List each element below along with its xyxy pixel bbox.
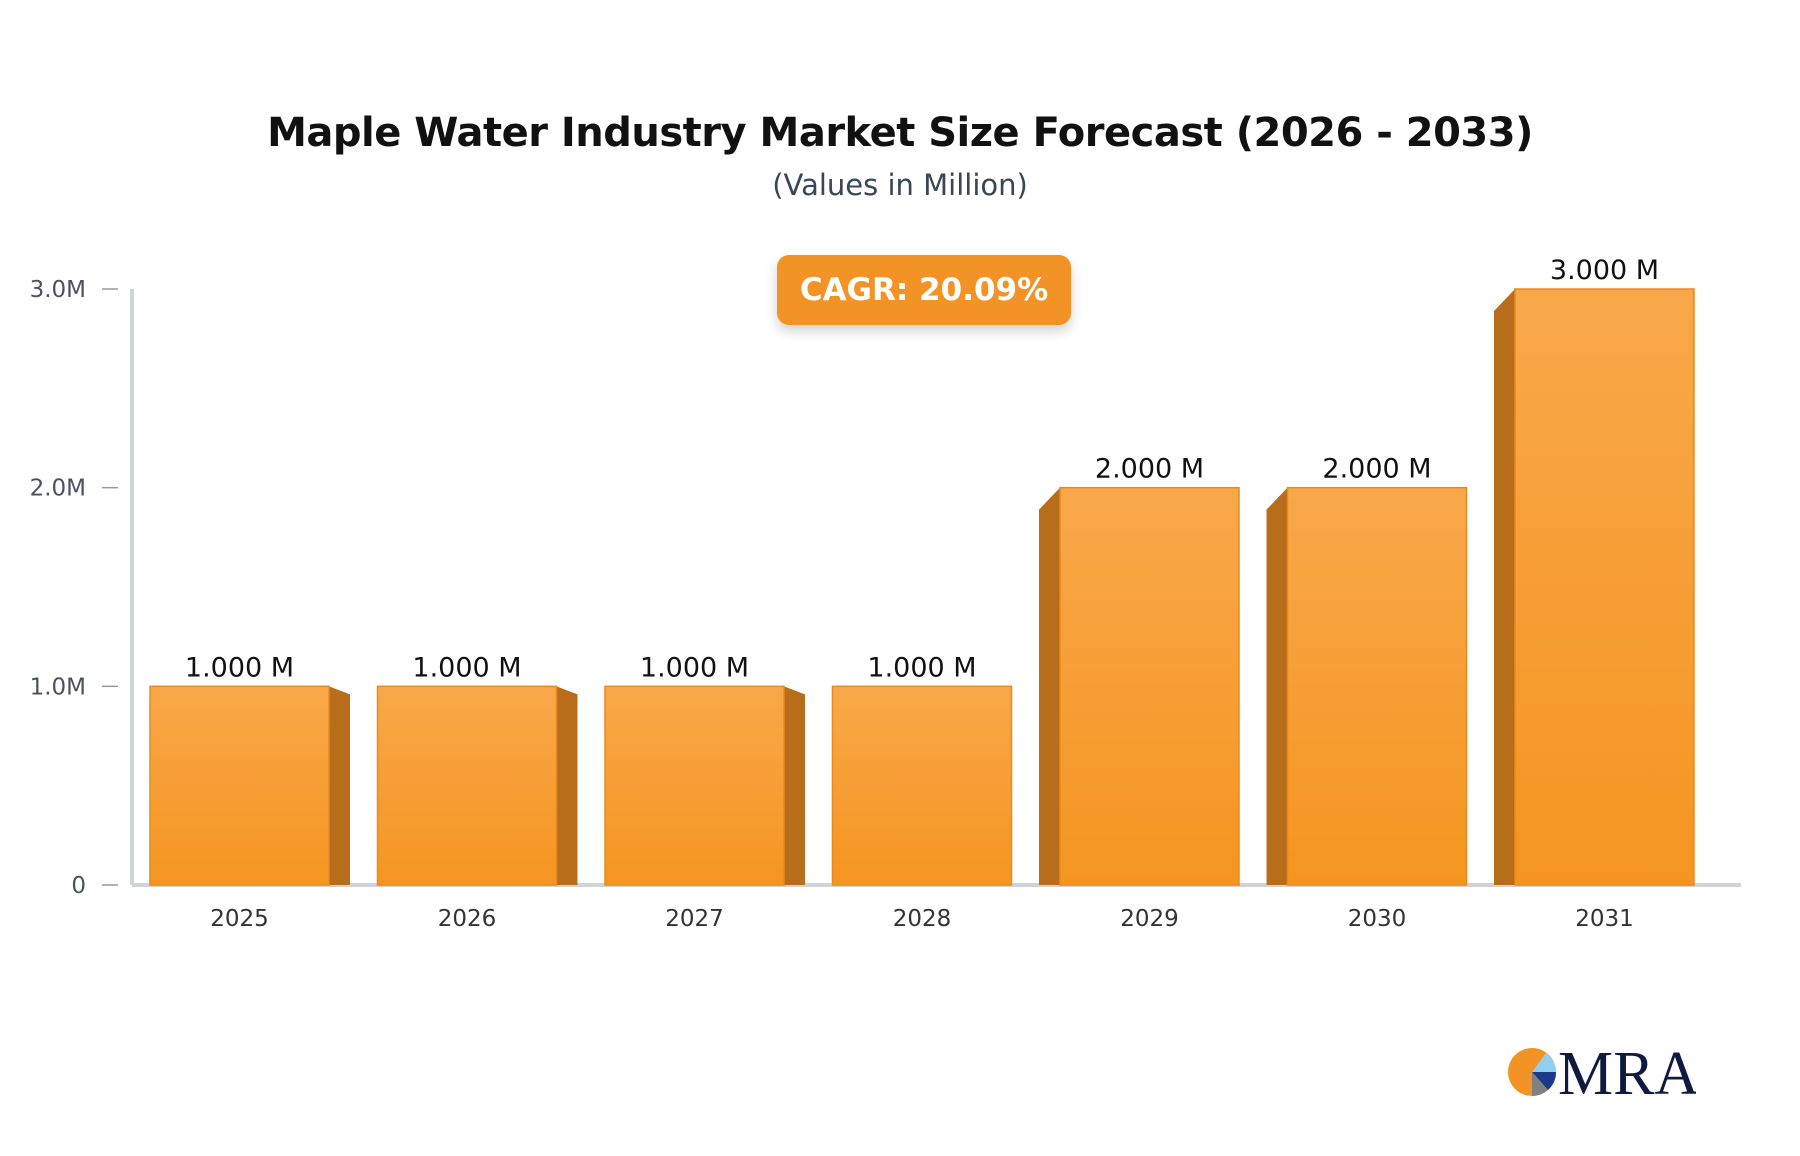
data-label: 1.000 M — [185, 652, 294, 683]
bar — [1286, 486, 1468, 886]
x-tick-label: 2030 — [1348, 906, 1407, 932]
data-label: 1.000 M — [867, 652, 976, 683]
data-label: 2.000 M — [1322, 454, 1431, 485]
chart-title: Maple Water Industry Market Size Forecas… — [267, 110, 1533, 156]
x-tick-label: 2026 — [438, 906, 497, 932]
mra-logo: MRA — [1506, 1040, 1699, 1108]
bar — [376, 685, 558, 886]
y-tick-label: 0 — [71, 873, 86, 899]
bar-side — [784, 686, 805, 885]
data-label: 1.000 M — [640, 652, 749, 683]
y-tick-label: 2.0M — [30, 476, 86, 502]
x-tick-label: 2028 — [893, 906, 952, 932]
bar — [604, 685, 785, 886]
data-label: 2.000 M — [1095, 454, 1204, 485]
bar-side — [556, 686, 578, 885]
y-tick-label: 3.0M — [30, 277, 86, 303]
bar-side — [1266, 487, 1288, 885]
cagr-badge: CAGR: 20.09% — [777, 255, 1071, 325]
bar — [831, 685, 1013, 886]
x-tick-label: 2029 — [1120, 906, 1179, 932]
bar — [149, 685, 330, 886]
x-tick-label: 2027 — [665, 906, 724, 932]
data-label: 3.000 M — [1550, 255, 1659, 286]
bar-side — [329, 686, 350, 885]
bar — [1514, 288, 1695, 886]
y-tick-label: 1.0M — [30, 674, 86, 700]
x-tick-label: 2031 — [1575, 906, 1634, 932]
bar — [1059, 486, 1240, 886]
logo-text: MRA — [1558, 1042, 1696, 1098]
x-tick-label: 2025 — [210, 906, 269, 932]
bar-side — [1494, 289, 1515, 885]
chart-subtitle: (Values in Million) — [772, 168, 1028, 202]
data-label: 1.000 M — [412, 652, 521, 683]
bar-side — [1039, 487, 1060, 885]
